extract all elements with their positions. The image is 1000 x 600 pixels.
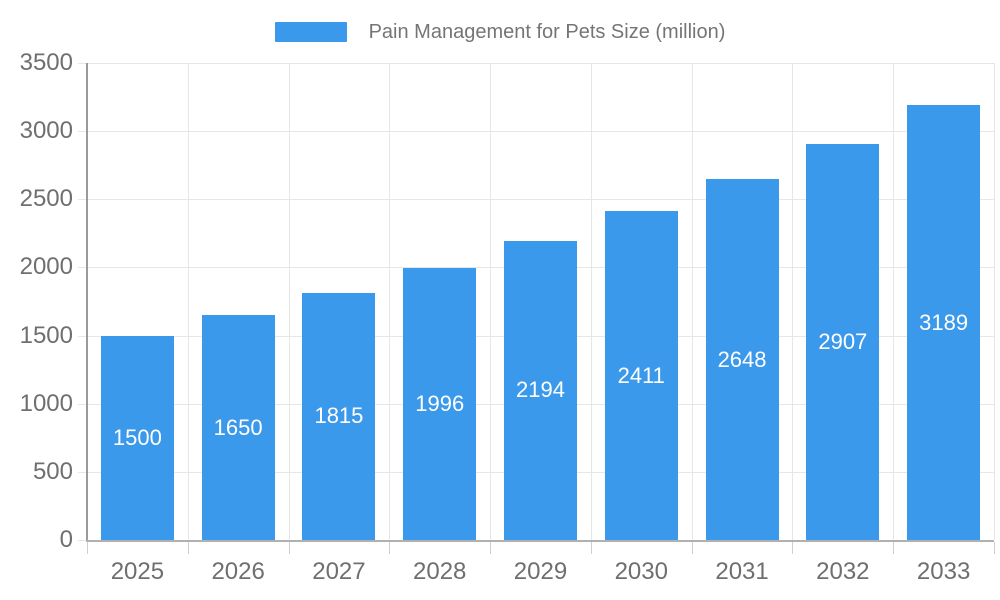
x-grid-line xyxy=(792,63,794,540)
x-tick-label: 2032 xyxy=(816,558,870,585)
x-axis-tick xyxy=(792,542,794,554)
bar-value-label: 1815 xyxy=(314,403,364,429)
x-tick-label: 2030 xyxy=(614,558,668,585)
bar-2032: 2907 xyxy=(806,143,880,540)
bar-value-label: 2648 xyxy=(717,346,767,372)
y-tick-label: 3500 xyxy=(19,49,73,76)
x-tick-label: 2029 xyxy=(513,558,568,585)
y-grid-line xyxy=(78,199,994,201)
bar-2026: 1650 xyxy=(201,315,275,540)
x-grid-line xyxy=(590,63,592,540)
y-tick-label: 1500 xyxy=(19,321,73,349)
y-tick-label: 2000 xyxy=(19,253,73,281)
x-grid-line xyxy=(490,63,492,540)
bar-2029: 2194 xyxy=(504,240,577,540)
x-tick-label: 2026 xyxy=(211,558,265,585)
bar-value-label: 1500 xyxy=(112,424,162,450)
x-axis-tick xyxy=(590,542,592,554)
bar-value-label: 1650 xyxy=(213,414,263,440)
x-tick-label: 2028 xyxy=(413,558,467,585)
chart-legend: Pain Management for Pets Size (million) xyxy=(0,14,1000,50)
bar-2030: 2411 xyxy=(604,211,678,540)
x-axis-line xyxy=(86,540,994,542)
x-axis-tick xyxy=(87,542,88,554)
x-tick-label: 2025 xyxy=(110,558,165,585)
x-grid-line xyxy=(893,63,895,540)
x-grid-line xyxy=(994,63,995,540)
x-axis-tick xyxy=(994,542,995,554)
y-grid-line xyxy=(78,63,994,64)
x-tick-label: 2033 xyxy=(916,558,971,585)
x-axis-tick xyxy=(691,542,693,554)
legend-label: Pain Management for Pets Size (million) xyxy=(368,20,726,43)
y-tick-label: 500 xyxy=(32,457,73,485)
bar-value-label: 3189 xyxy=(919,309,969,335)
y-grid-line xyxy=(78,131,994,133)
bar-2027: 1815 xyxy=(302,292,376,540)
bar-value-label: 2411 xyxy=(617,362,665,388)
bar-2028: 1996 xyxy=(403,267,477,540)
x-grid-line xyxy=(691,63,693,540)
bar-2025: 1500 xyxy=(100,335,174,540)
bar-2033: 3189 xyxy=(907,105,981,540)
x-axis-tick xyxy=(389,542,391,554)
x-grid-line xyxy=(389,63,391,540)
x-axis-tick xyxy=(893,542,895,554)
x-tick-label: 2031 xyxy=(715,558,769,585)
bar-value-label: 2907 xyxy=(818,328,868,354)
y-tick-label: 0 xyxy=(59,526,73,553)
x-grid-line xyxy=(187,63,189,540)
bar-value-label: 1996 xyxy=(415,390,465,416)
y-tick-label: 3000 xyxy=(19,117,73,145)
x-axis-tick xyxy=(187,542,189,554)
x-axis-tick xyxy=(490,542,492,554)
x-tick-label: 2027 xyxy=(312,558,366,585)
bar-2031: 2648 xyxy=(705,179,779,540)
y-tick-label: 2500 xyxy=(19,185,73,213)
y-tick-label: 1000 xyxy=(19,389,73,417)
bar-value-label: 2194 xyxy=(516,377,565,403)
x-grid-line xyxy=(288,63,290,540)
legend-swatch xyxy=(274,22,347,42)
y-axis-line xyxy=(86,63,88,540)
x-axis-tick xyxy=(288,542,290,554)
